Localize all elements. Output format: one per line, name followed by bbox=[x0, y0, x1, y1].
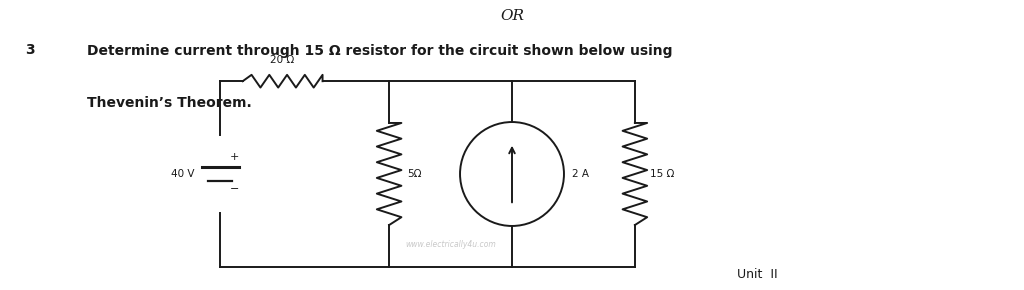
Text: 15 Ω: 15 Ω bbox=[650, 169, 675, 179]
Text: Determine current through 15 Ω resistor for the circuit shown below using: Determine current through 15 Ω resistor … bbox=[87, 44, 673, 57]
Text: OR: OR bbox=[500, 9, 524, 23]
Text: www.electrically4u.com: www.electrically4u.com bbox=[406, 240, 496, 249]
Text: Thevenin’s Theorem.: Thevenin’s Theorem. bbox=[87, 96, 252, 110]
Text: 5Ω: 5Ω bbox=[408, 169, 422, 179]
Text: 3: 3 bbox=[26, 44, 35, 57]
Text: 20 Ω: 20 Ω bbox=[270, 55, 295, 65]
Text: Unit  II: Unit II bbox=[737, 268, 778, 281]
Text: −: − bbox=[229, 184, 240, 193]
Text: 2 A: 2 A bbox=[572, 169, 589, 179]
Text: 40 V: 40 V bbox=[171, 169, 195, 179]
Ellipse shape bbox=[460, 122, 564, 226]
Text: +: + bbox=[229, 152, 240, 162]
